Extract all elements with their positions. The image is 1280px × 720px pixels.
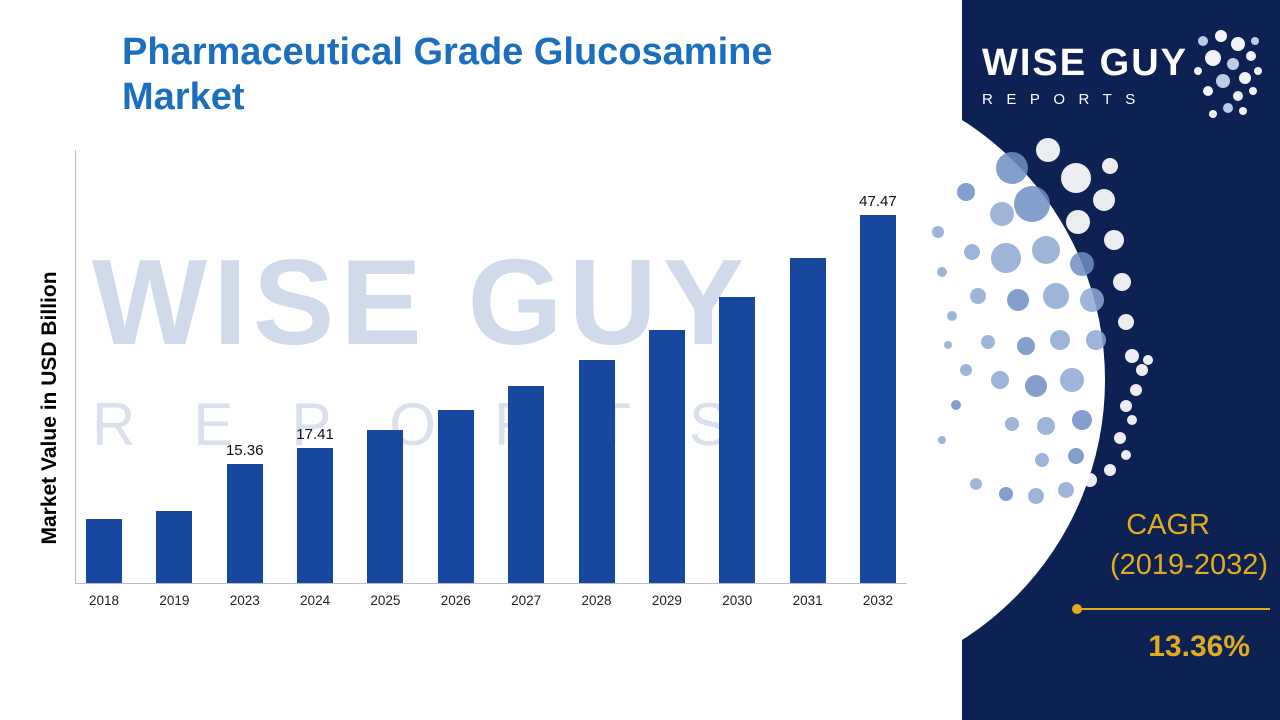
x-axis-label: 2024 <box>300 593 331 608</box>
watermark: WISE GUY REPORTS <box>92 232 787 459</box>
bar-group: 2018 <box>85 519 123 608</box>
bar-group: 2019 <box>155 511 193 608</box>
bar-value-label: 15.36 <box>225 442 264 459</box>
logo-head-dots-icon <box>1194 30 1262 118</box>
bar-group: 15.36 2023 <box>225 442 264 608</box>
bar <box>86 519 122 583</box>
bar <box>578 360 615 583</box>
bar <box>719 297 756 583</box>
x-axis-label: 2028 <box>581 593 612 608</box>
bar <box>437 410 474 583</box>
x-axis-label: 2023 <box>229 593 260 608</box>
cagr-value: 13.36% <box>1148 630 1250 663</box>
brand-logo: WISE GUY REPORTS <box>982 42 1188 108</box>
y-axis-title: Market Value in USD Billion <box>38 271 61 545</box>
bar-group: 2029 <box>648 330 686 608</box>
bar <box>789 258 826 583</box>
bar <box>367 430 404 583</box>
face-dots-graphic <box>932 138 1153 504</box>
x-axis-label: 2025 <box>370 593 401 608</box>
bar-group: 2025 <box>366 430 404 608</box>
bar-group: 17.41 2024 <box>296 426 334 608</box>
x-axis-label: 2018 <box>88 593 120 608</box>
bar <box>508 386 545 583</box>
brand-logo-line1: WISE GUY <box>982 42 1189 84</box>
bar-group: 2027 <box>507 386 545 608</box>
brand-logo-line2: REPORTS <box>982 91 1149 108</box>
bar <box>859 215 896 583</box>
x-axis-label: 2031 <box>792 593 823 608</box>
bar-group: 47.47 2032 <box>859 193 897 608</box>
bar-value-label: 47.47 <box>859 193 897 210</box>
bar-value-label: 17.41 <box>296 426 334 443</box>
watermark-line2: REPORTS <box>92 390 787 459</box>
bar <box>648 330 685 583</box>
cagr-label: CAGR <box>1126 509 1210 541</box>
y-axis-line <box>75 150 76 583</box>
x-axis-line <box>75 583 907 584</box>
x-axis-label: 2019 <box>159 593 190 608</box>
bar-plot: 2018 2019 15.36 2023 17.41 2024 2025 2026 2027 20… <box>85 160 897 608</box>
x-axis-label: 2029 <box>651 593 682 608</box>
watermark-line1: WISE GUY <box>92 234 751 370</box>
cagr-divider-line <box>1072 604 1270 614</box>
bar <box>156 511 193 583</box>
bar-group: 2026 <box>437 410 475 608</box>
bar <box>297 448 334 583</box>
x-axis-label: 2032 <box>862 593 893 608</box>
x-axis-label: 2027 <box>511 593 542 608</box>
bar-group: 2028 <box>578 360 616 608</box>
bar-group: 2030 <box>718 297 756 608</box>
page-title: Pharmaceutical Grade Glucosamine Market <box>122 31 773 118</box>
x-axis-label: 2030 <box>722 593 753 608</box>
cagr-block: CAGR (2019-2032) <box>998 505 1268 585</box>
bar-group: 2031 <box>789 258 827 608</box>
x-axis-label: 2026 <box>440 593 471 608</box>
cagr-range: (2019-2032) <box>1110 549 1268 581</box>
bar <box>226 464 263 583</box>
